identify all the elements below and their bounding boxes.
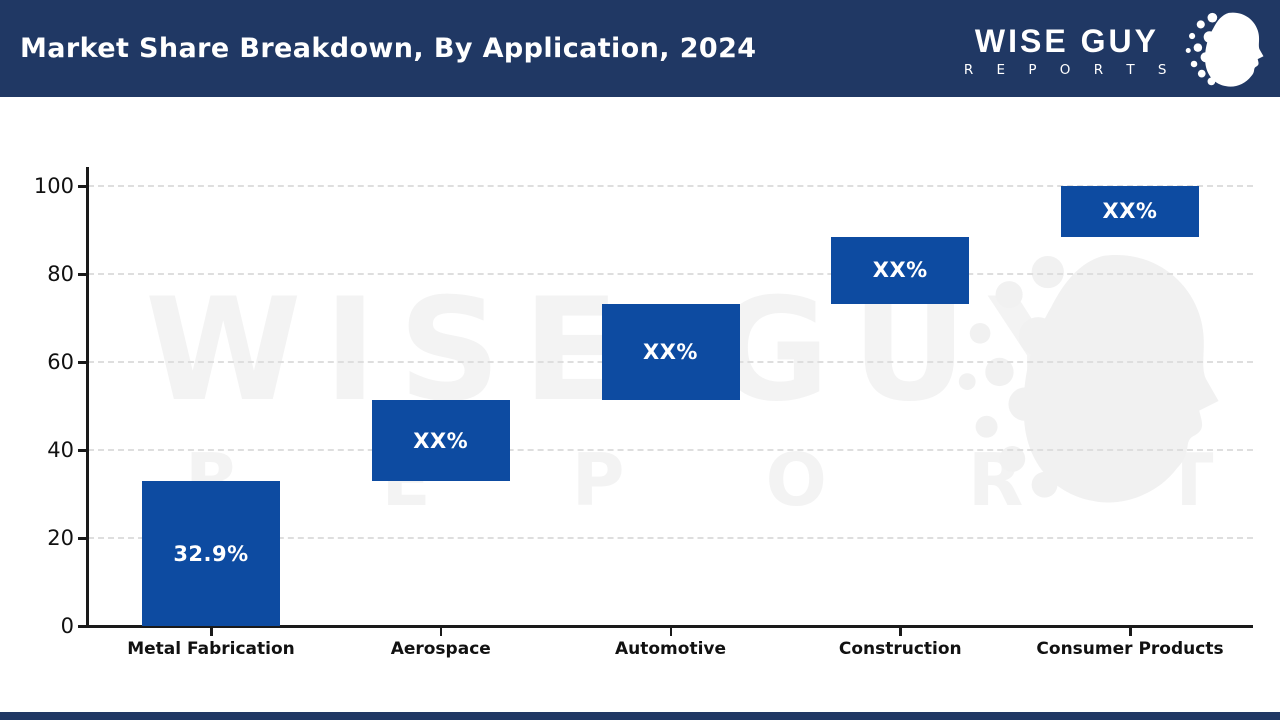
x-tick-2 <box>669 628 672 636</box>
y-tick-label-20: 20 <box>47 526 74 550</box>
gridline-y-80 <box>88 273 1253 275</box>
bar-automotive: XX% <box>601 303 740 401</box>
y-tick-label-60: 60 <box>47 350 74 374</box>
x-tick-label-3: Construction <box>838 639 962 659</box>
header-bar: Market Share Breakdown, By Application, … <box>0 0 1280 97</box>
x-tick-4 <box>1129 628 1132 636</box>
y-tick-80 <box>78 273 87 276</box>
gridline-y-100 <box>88 185 1253 187</box>
y-tick-100 <box>78 185 87 188</box>
watermark-head-dots-icon <box>958 254 1219 503</box>
x-tick-label-0: Metal Fabrication <box>127 639 295 659</box>
brand-head-dots-icon <box>1185 12 1264 87</box>
x-tick-3 <box>899 628 902 636</box>
x-tick-label-4: Consumer Products <box>1036 639 1224 659</box>
page-title: Market Share Breakdown, By Application, … <box>20 33 757 64</box>
y-tick-40 <box>78 449 87 452</box>
y-tick-0 <box>78 625 87 628</box>
y-tick-label-80: 80 <box>47 262 74 286</box>
y-axis-line <box>86 167 89 628</box>
bar-value-label: XX% <box>643 340 698 365</box>
bar-aerospace: XX% <box>371 400 510 482</box>
x-tick-1 <box>439 628 443 636</box>
brand-logo-text: WISE GUY R E P O R T S <box>958 23 1176 78</box>
y-tick-60 <box>78 361 87 364</box>
bar-value-label: XX% <box>413 428 469 453</box>
y-tick-label-0: 0 <box>60 614 74 638</box>
x-axis-line <box>85 625 1253 628</box>
brand-logo: WISE GUY R E P O R T S <box>958 6 1266 94</box>
x-tick-label-2: Automotive <box>614 639 727 659</box>
bar-value-label: XX% <box>872 258 928 283</box>
brand-name: WISE GUY <box>974 22 1159 59</box>
bar-consumer-products: XX% <box>1061 186 1199 237</box>
brand-subtitle: R E P O R T S <box>963 61 1176 78</box>
bar-construction: XX% <box>831 236 970 304</box>
bar-metal-fabrication: 32.9% <box>142 481 280 626</box>
bar-value-label: 32.9% <box>173 541 249 566</box>
x-tick-label-1: Aerospace <box>390 639 491 659</box>
y-tick-label-100: 100 <box>33 174 74 198</box>
y-tick-label-40: 40 <box>47 438 74 462</box>
x-tick-0 <box>210 628 213 636</box>
bar-value-label: XX% <box>1102 199 1158 224</box>
gridline-y-40 <box>88 449 1253 451</box>
gridline-y-20 <box>88 537 1253 539</box>
y-tick-20 <box>78 537 87 540</box>
footer-bar <box>0 712 1280 720</box>
